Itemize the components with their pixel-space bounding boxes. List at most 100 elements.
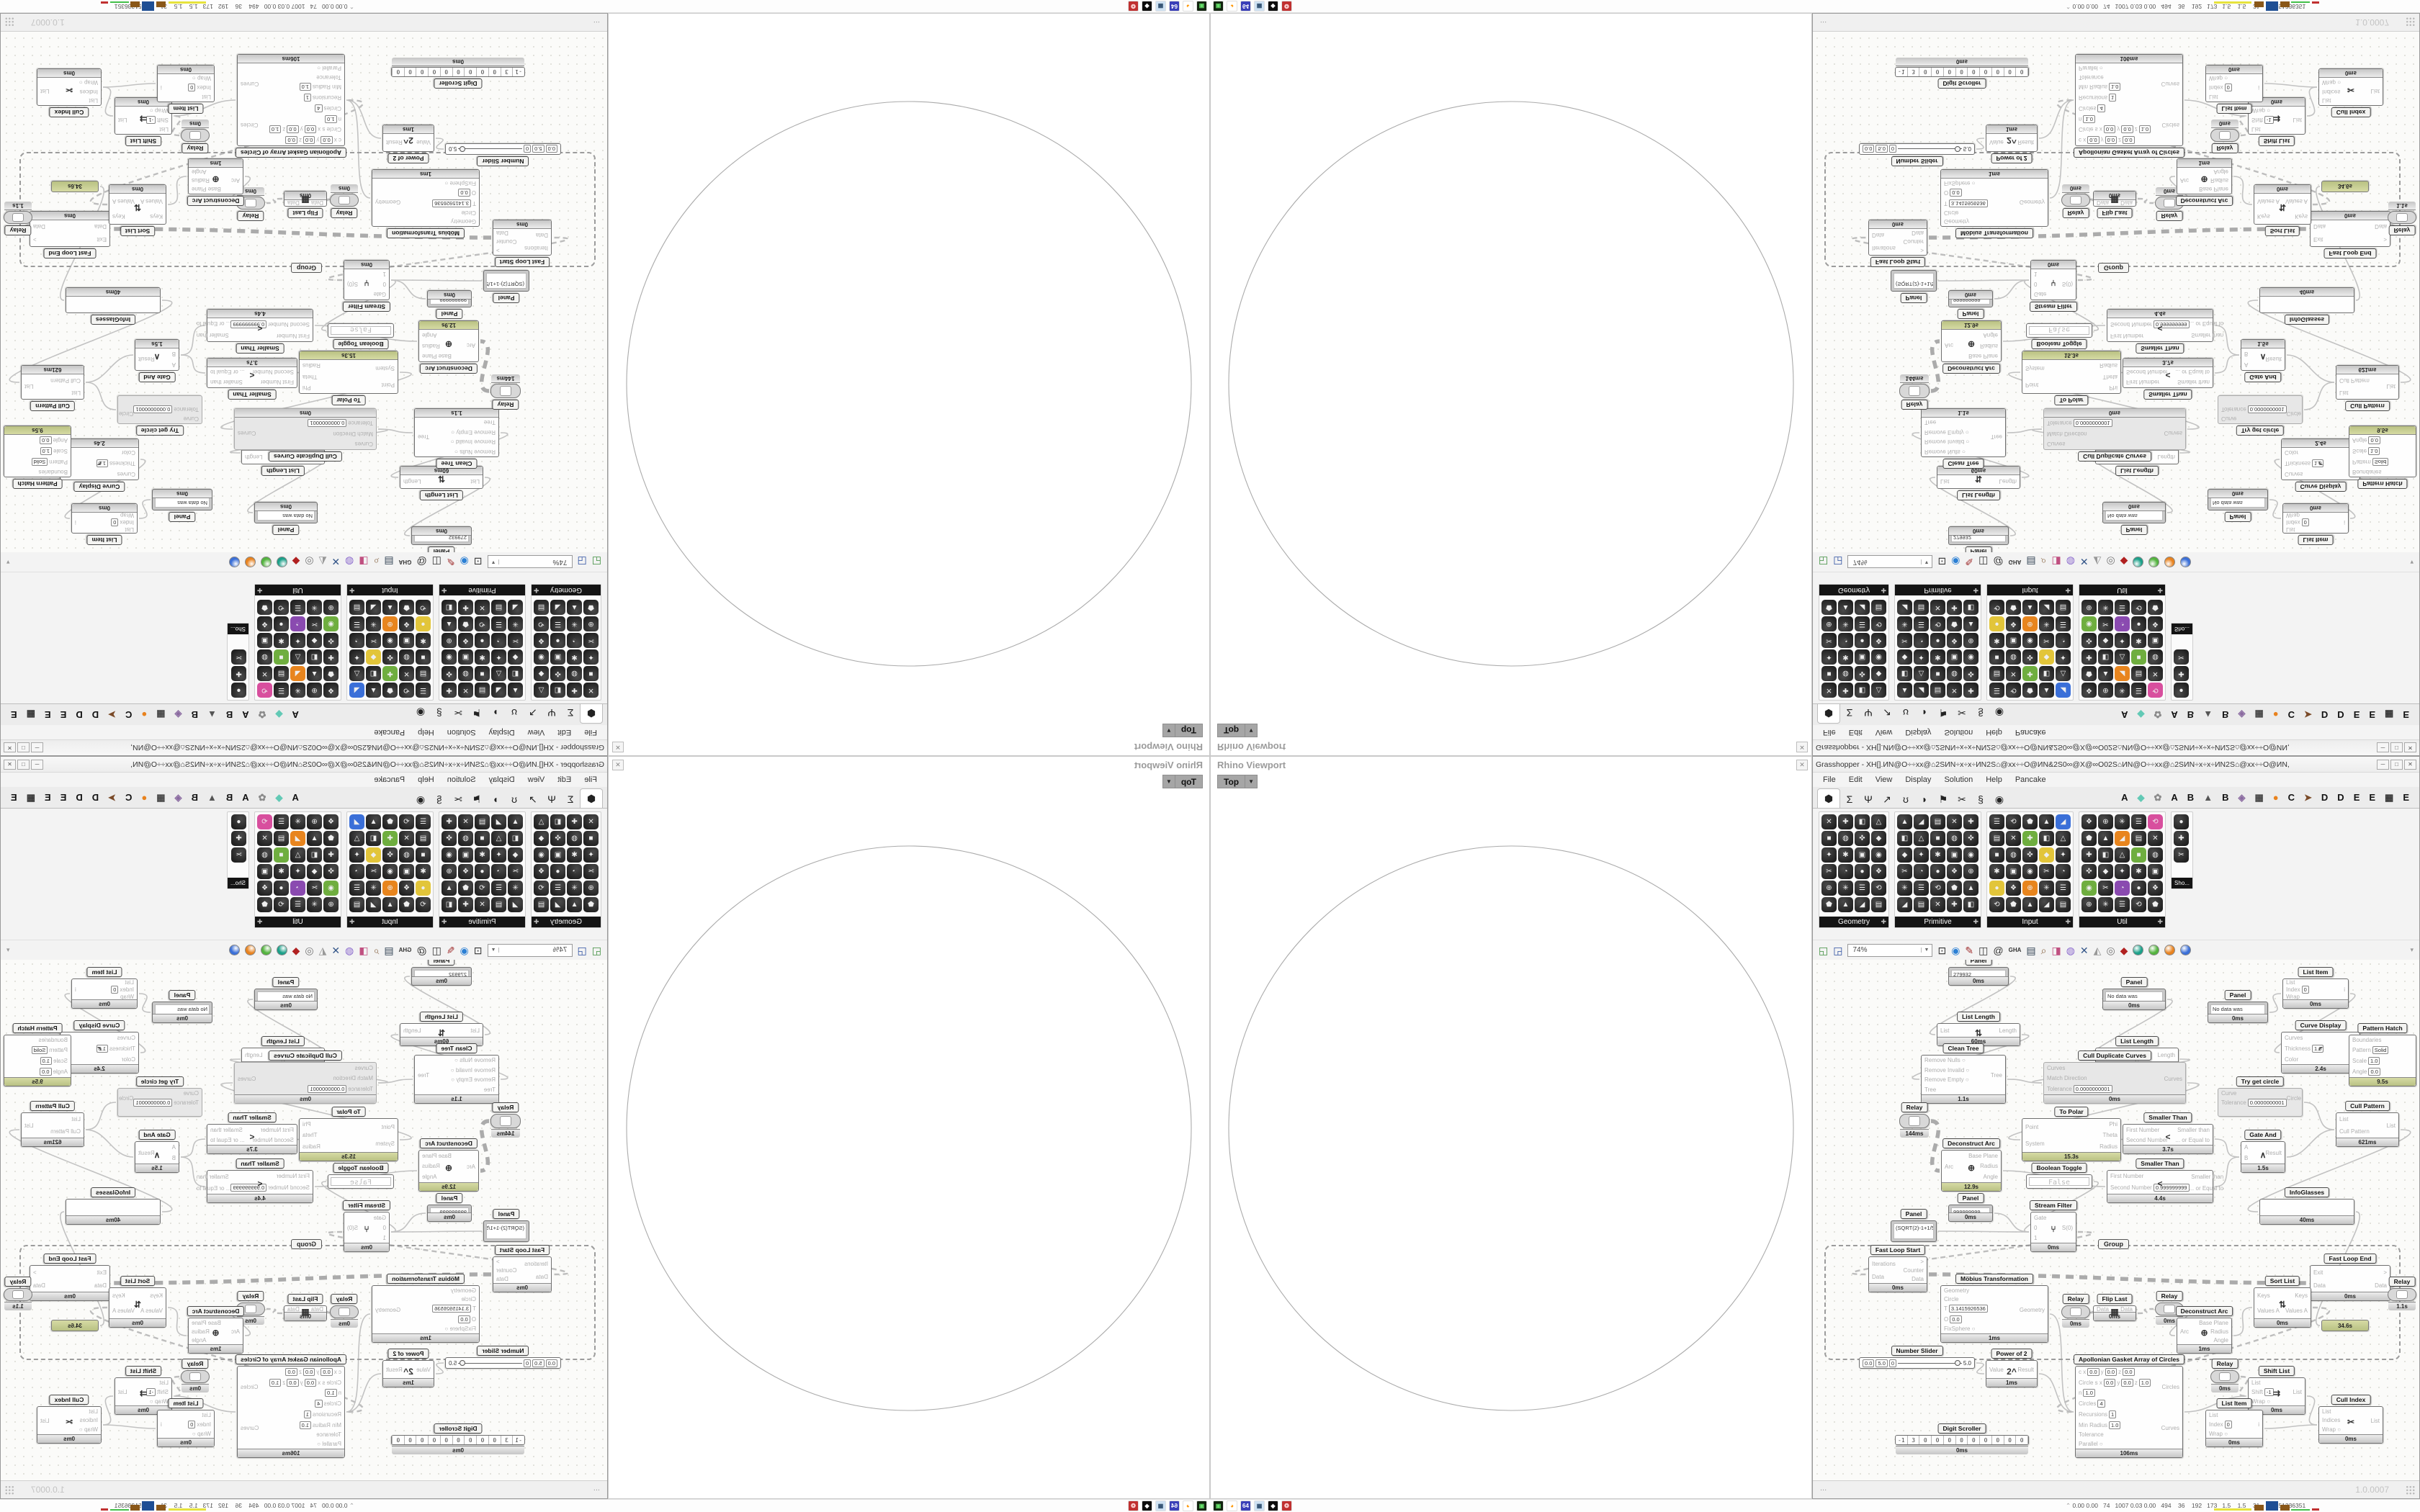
component-icon[interactable]: △ xyxy=(1871,683,1886,698)
input-port[interactable]: Color xyxy=(121,449,135,456)
value-chip[interactable]: 1.0 xyxy=(2368,1057,2380,1065)
output-port[interactable]: Base Plane xyxy=(2199,1319,2228,1326)
digit-scroller-cells[interactable]: -1 3 0 0 0 0 0 0 0 0 0 xyxy=(391,1436,524,1444)
tab-plugin-10[interactable]: C xyxy=(2287,792,2295,803)
slider-track[interactable] xyxy=(1898,146,1962,153)
tab-category-1[interactable]: Σ xyxy=(567,707,574,719)
tab-category-2[interactable]: Ψ xyxy=(547,707,556,719)
component-icon[interactable]: ◉ xyxy=(323,881,339,896)
component-icon[interactable]: ☰ xyxy=(349,881,364,896)
input-port[interactable]: Wrap ○ xyxy=(2251,107,2271,114)
component-icon[interactable]: ✦ xyxy=(491,649,506,665)
component-icon[interactable]: ▣ xyxy=(2148,633,2163,648)
sketch-pen-icon[interactable]: ✎ xyxy=(446,944,455,956)
component-icon[interactable]: ⊕ xyxy=(323,897,339,912)
value-chip[interactable]: 0.0 xyxy=(304,1378,317,1387)
input-port[interactable]: Point xyxy=(381,1124,395,1130)
tab-plugin-12[interactable]: D xyxy=(2321,792,2329,803)
value-chip[interactable]: 0.0 xyxy=(2087,136,2099,145)
tab-category-8[interactable]: § xyxy=(436,793,442,805)
tab-plugin-5[interactable]: ▲ xyxy=(2203,709,2213,720)
component-icon[interactable]: ⬟ xyxy=(458,881,473,896)
component-icon[interactable]: ⊕ xyxy=(307,814,322,829)
input-port[interactable]: List xyxy=(2286,979,2295,986)
component-icon[interactable]: ◧ xyxy=(550,683,565,698)
component-icon[interactable]: ✳ xyxy=(307,897,322,912)
component-icon[interactable]: ⊕ xyxy=(382,881,398,896)
gh-node[interactable]: Remove Nulls ○ Remove Invalid ○ Remove Emp… xyxy=(1921,408,2006,457)
component-icon[interactable]: ◉ xyxy=(1963,847,1978,863)
preview-eye-icon[interactable]: ◉ xyxy=(1951,556,1960,568)
component-icon[interactable]: ▲ xyxy=(1963,616,1978,631)
value-chip[interactable]: 0 xyxy=(111,986,119,994)
toggle-value[interactable]: False xyxy=(331,326,391,335)
input-port[interactable]: Data xyxy=(2313,223,2326,230)
slider-handle[interactable] xyxy=(460,1359,466,1366)
component-icon[interactable]: ▤ xyxy=(491,897,506,912)
component-icon[interactable]: ◉ xyxy=(534,649,549,665)
tab-plugin-14[interactable]: E xyxy=(60,792,67,803)
output-port[interactable]: Circles xyxy=(241,1384,259,1390)
component-icon[interactable]: ⟲ xyxy=(1930,616,1945,631)
component-icon[interactable]: ⟲ xyxy=(475,616,490,631)
component-icon[interactable]: ✳ xyxy=(1897,616,1912,631)
panel-expand-icon[interactable]: ✚ xyxy=(1973,587,1978,594)
output-port[interactable]: Curves xyxy=(2161,81,2179,87)
input-port[interactable]: Min Radius 1.0 xyxy=(299,83,341,91)
input-port[interactable]: Second Number xyxy=(2126,369,2168,376)
value-chip[interactable]: 0.0000000001 xyxy=(133,405,173,414)
value-chip[interactable]: Solid xyxy=(31,1046,48,1054)
component-icon[interactable]: ◉ xyxy=(382,864,398,879)
component-icon[interactable]: ☰ xyxy=(1855,881,1870,896)
gh-node[interactable]: First Number Second Number 0.999999999 Smal… xyxy=(2107,1170,2223,1203)
gh-node[interactable]: c x 0.0 y 0.0 z 0.0 Circle s x 0.0 y 0.0 z 1.0 n 1.0 C… xyxy=(237,54,345,146)
finder-icon[interactable]: ⌕ xyxy=(373,944,380,956)
minimize-button[interactable]: ─ xyxy=(2377,742,2389,753)
component-icon[interactable]: ☰ xyxy=(2115,600,2130,615)
display-mode-ball-3[interactable] xyxy=(2180,557,2192,567)
value-chip[interactable]: 0.0 xyxy=(302,1367,315,1376)
zoom-extents-icon[interactable]: ⊡ xyxy=(473,556,483,568)
component-icon[interactable]: ⊕ xyxy=(323,600,339,615)
gh-titlebar[interactable]: Grasshopper - XH[].ИN@O÷÷xx@⌂2SИN÷x÷x÷ИN… xyxy=(1,757,607,773)
input-port[interactable]: Second Number 0.999999999 xyxy=(230,1184,310,1192)
input-port[interactable]: Remove Nulls ○ xyxy=(454,448,496,455)
value-chip[interactable]: 0 xyxy=(2224,84,2232,92)
input-port[interactable]: Data xyxy=(1872,232,1884,239)
input-port[interactable]: Value xyxy=(416,1366,431,1373)
input-port[interactable]: Circle xyxy=(461,1296,476,1303)
component-icon[interactable]: ❖ xyxy=(2081,814,2097,829)
input-port[interactable]: First Number xyxy=(276,1173,310,1179)
input-port[interactable]: T 3.1415926536 xyxy=(432,199,476,207)
component-icon[interactable]: ⟲ xyxy=(2006,683,2021,698)
component-icon[interactable]: ◢ xyxy=(1855,897,1870,912)
menu-item-help[interactable]: Help xyxy=(418,775,434,784)
component-icon[interactable]: ▤ xyxy=(1914,897,1929,912)
gh-node[interactable]: List Index 0 Wrap ○ i 0ms xyxy=(2205,65,2263,102)
display-mode-ball-2[interactable] xyxy=(2164,557,2176,567)
input-port[interactable]: First Number xyxy=(260,379,294,386)
component-icon[interactable]: ✕ xyxy=(1821,814,1837,829)
gh-node[interactable]: Point System Phi Theta Radius 15.3s xyxy=(299,1118,398,1161)
tab-category-6[interactable]: ⚑ xyxy=(472,793,482,805)
component-icon[interactable]: ■ xyxy=(1989,847,2004,863)
output-port[interactable]: Base Plane xyxy=(1968,1152,1998,1159)
component-icon[interactable]: ◢ xyxy=(1855,600,1870,615)
input-port[interactable]: Exit xyxy=(97,1269,107,1276)
component-icon[interactable]: ▤ xyxy=(274,831,289,846)
gh-node[interactable]: Data Data ▦ 0ms xyxy=(284,1305,327,1321)
rings-icon[interactable]: ◎ xyxy=(2106,944,2115,956)
save-file-icon[interactable]: ◲ xyxy=(577,556,587,568)
value-chip[interactable]: 1 xyxy=(2109,1410,2117,1418)
input-port[interactable]: Curves xyxy=(117,471,135,478)
component-icon[interactable]: ⊕ xyxy=(442,864,457,879)
output-port[interactable]: S(0) xyxy=(347,1224,359,1231)
component-icon[interactable]: ✕ xyxy=(257,666,272,681)
component-icon[interactable]: ▲ xyxy=(2039,814,2054,829)
value-chip[interactable]: 0.0000000001 xyxy=(2247,1098,2287,1107)
component-icon[interactable]: ▲ xyxy=(1838,600,1853,615)
gh-node[interactable]: 0.0 5.0 0 5.0 xyxy=(1859,1357,1975,1369)
component-icon[interactable]: △ xyxy=(2056,831,2071,846)
component-icon[interactable]: ▤ xyxy=(416,666,431,681)
gh-node[interactable]: No data was 0ms xyxy=(2208,489,2268,510)
